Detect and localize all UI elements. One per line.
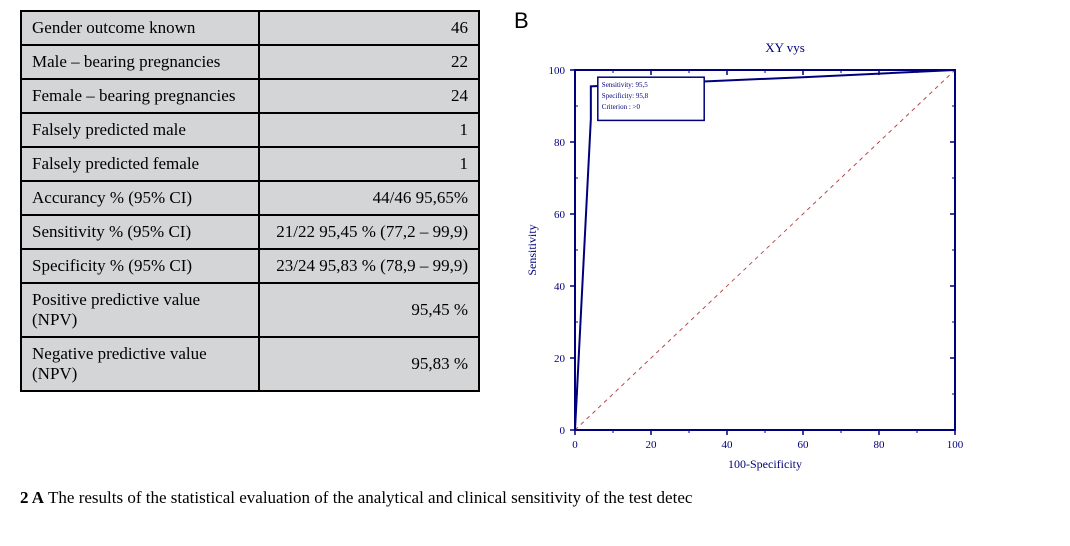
table-row: Specificity % (95% CI)23/24 95,83 % (78,… bbox=[21, 249, 479, 283]
row-label: Male – bearing pregnancies bbox=[21, 45, 259, 79]
chart-column: B XY vys 020406080100020406080100100-Spe… bbox=[520, 10, 1050, 480]
row-value: 23/24 95,83 % (78,9 – 99,9) bbox=[259, 249, 479, 283]
svg-text:Sensitivity: 95,5: Sensitivity: 95,5 bbox=[602, 81, 648, 89]
row-value: 1 bbox=[259, 147, 479, 181]
panel-letter: B bbox=[514, 8, 529, 34]
row-label: Falsely predicted female bbox=[21, 147, 259, 181]
row-label: Positive predictive value (NPV) bbox=[21, 283, 259, 337]
row-label: Falsely predicted male bbox=[21, 113, 259, 147]
table-row: Female – bearing pregnancies24 bbox=[21, 79, 479, 113]
row-label: Sensitivity % (95% CI) bbox=[21, 215, 259, 249]
row-value: 21/22 95,45 % (77,2 – 99,9) bbox=[259, 215, 479, 249]
svg-text:0: 0 bbox=[560, 425, 566, 437]
table-row: Gender outcome known46 bbox=[21, 11, 479, 45]
stats-table-wrap: Gender outcome known46Male – bearing pre… bbox=[20, 10, 480, 392]
table-row: Sensitivity % (95% CI)21/22 95,45 % (77,… bbox=[21, 215, 479, 249]
svg-text:40: 40 bbox=[554, 281, 566, 293]
row-label: Gender outcome known bbox=[21, 11, 259, 45]
svg-text:0: 0 bbox=[572, 439, 578, 451]
chart-title: XY vys bbox=[520, 40, 1050, 56]
row-value: 1 bbox=[259, 113, 479, 147]
row-value: 44/46 95,65% bbox=[259, 181, 479, 215]
row-value: 95,45 % bbox=[259, 283, 479, 337]
svg-text:100: 100 bbox=[947, 439, 964, 451]
row-label: Negative predictive value (NPV) bbox=[21, 337, 259, 391]
table-row: Accurancy % (95% CI)44/46 95,65% bbox=[21, 181, 479, 215]
svg-text:60: 60 bbox=[554, 209, 566, 221]
row-label: Accurancy % (95% CI) bbox=[21, 181, 259, 215]
svg-text:40: 40 bbox=[722, 439, 734, 451]
roc-chart: 0 20 40 60 80 100 0 20 40 60 80 100 100-Specificity S… bbox=[520, 60, 970, 480]
svg-text:100: 100 bbox=[549, 65, 566, 77]
table-row: Negative predictive value (NPV)95,83 % bbox=[21, 337, 479, 391]
row-value: 22 bbox=[259, 45, 479, 79]
caption-prefix: 2 A bbox=[20, 488, 44, 507]
row-value: 24 bbox=[259, 79, 479, 113]
table-row: Positive predictive value (NPV)95,45 % bbox=[21, 283, 479, 337]
stats-table: Gender outcome known46Male – bearing pre… bbox=[20, 10, 480, 392]
svg-text:80: 80 bbox=[554, 137, 566, 149]
svg-text:Specificity: 95,8: Specificity: 95,8 bbox=[602, 92, 649, 100]
svg-text:60: 60 bbox=[798, 439, 810, 451]
svg-text:100-Specificity: 100-Specificity bbox=[728, 457, 802, 471]
table-row: Male – bearing pregnancies22 bbox=[21, 45, 479, 79]
svg-text:20: 20 bbox=[646, 439, 658, 451]
svg-text:Criterion : >0: Criterion : >0 bbox=[602, 103, 641, 111]
row-label: Specificity % (95% CI) bbox=[21, 249, 259, 283]
figure-caption: 2 A The results of the statistical evalu… bbox=[20, 488, 1050, 508]
row-value: 95,83 % bbox=[259, 337, 479, 391]
svg-text:Sensitivity: Sensitivity bbox=[525, 224, 539, 275]
svg-text:80: 80 bbox=[874, 439, 886, 451]
table-row: Falsely predicted male1 bbox=[21, 113, 479, 147]
table-row: Falsely predicted female1 bbox=[21, 147, 479, 181]
row-label: Female – bearing pregnancies bbox=[21, 79, 259, 113]
row-value: 46 bbox=[259, 11, 479, 45]
caption-text: The results of the statistical evaluatio… bbox=[44, 488, 692, 507]
svg-text:20: 20 bbox=[554, 353, 566, 365]
